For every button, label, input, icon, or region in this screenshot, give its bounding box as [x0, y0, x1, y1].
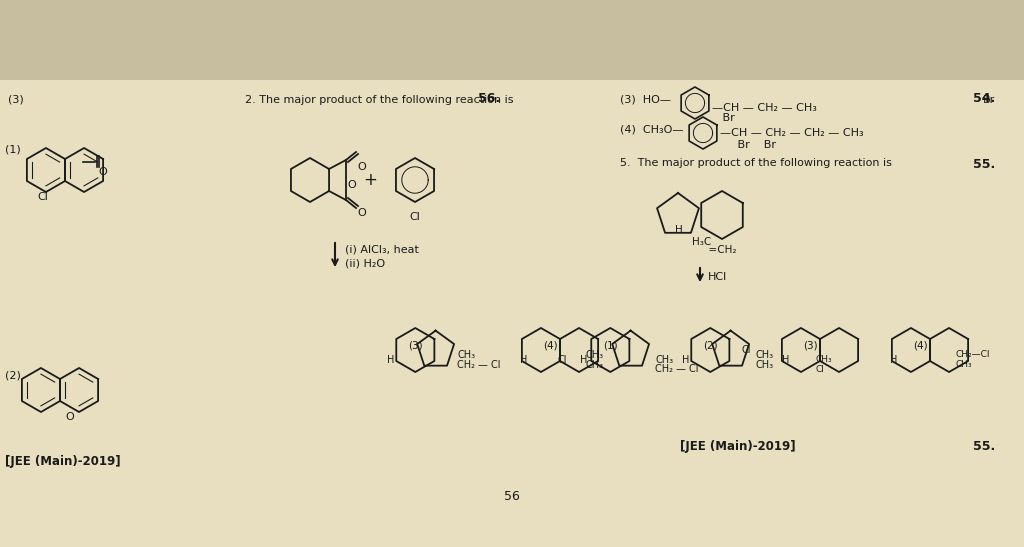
Text: CH₂—Cl: CH₂—Cl	[955, 350, 989, 359]
Text: HCl: HCl	[708, 272, 727, 282]
Text: [JEE (Main)-2019]: [JEE (Main)-2019]	[680, 440, 796, 453]
Text: (i) AlCl₃, heat: (i) AlCl₃, heat	[345, 245, 419, 255]
Text: (3)  HO—: (3) HO—	[620, 95, 671, 105]
Text: CH₃: CH₃	[755, 350, 773, 360]
Text: H: H	[520, 355, 527, 365]
Text: (4): (4)	[912, 340, 928, 350]
Text: 5.  The major product of the following reaction is: 5. The major product of the following re…	[620, 158, 892, 168]
Text: (4)  CH₃O—: (4) CH₃O—	[620, 125, 683, 135]
Text: H: H	[580, 355, 588, 365]
Text: CH₃: CH₃	[585, 350, 603, 360]
Text: 56: 56	[504, 490, 520, 503]
Text: CH₃: CH₃	[955, 360, 972, 369]
Text: —CH — CH₂ — CH₃: —CH — CH₂ — CH₃	[712, 103, 817, 113]
Text: Br    Br: Br Br	[720, 140, 776, 150]
Text: Cl: Cl	[37, 192, 48, 202]
Text: Cl: Cl	[742, 345, 752, 355]
Text: O: O	[65, 412, 74, 422]
Text: 55.: 55.	[973, 158, 995, 171]
Text: (3): (3)	[803, 340, 817, 350]
Text: CH₃
Cl: CH₃ Cl	[815, 355, 831, 374]
Text: CH₃: CH₃	[655, 355, 673, 365]
Text: CH₂ — Cl: CH₂ — Cl	[655, 364, 698, 374]
Text: (3): (3)	[408, 340, 422, 350]
Text: H: H	[675, 225, 683, 235]
Text: CH₃: CH₃	[585, 360, 603, 370]
Text: CH₂ — Cl: CH₂ — Cl	[457, 360, 501, 370]
Text: +: +	[364, 171, 377, 189]
Text: H: H	[387, 355, 394, 365]
Text: [JEE (Main)-2019]: [JEE (Main)-2019]	[5, 455, 121, 468]
Text: (1): (1)	[603, 340, 617, 350]
Text: Br: Br	[712, 113, 735, 123]
Text: H: H	[890, 355, 897, 365]
Text: —CH — CH₂ — CH₂ — CH₃: —CH — CH₂ — CH₂ — CH₃	[720, 128, 863, 138]
Text: 55.: 55.	[973, 440, 995, 453]
Text: H₃C: H₃C	[692, 237, 712, 247]
Text: (ii) H₂O: (ii) H₂O	[345, 258, 385, 268]
Text: CH₃: CH₃	[755, 360, 773, 370]
Text: (3): (3)	[8, 95, 24, 105]
Text: H: H	[682, 355, 689, 365]
Text: (1): (1)	[5, 145, 20, 155]
Text: 54.: 54.	[973, 92, 995, 105]
FancyBboxPatch shape	[0, 0, 1024, 80]
Text: 56.: 56.	[478, 92, 500, 105]
Text: O: O	[98, 167, 106, 177]
Text: O: O	[347, 180, 356, 190]
Text: (4): (4)	[543, 340, 557, 350]
Text: =CH₂: =CH₂	[702, 245, 736, 255]
Text: Br: Br	[983, 95, 995, 105]
Text: (2): (2)	[702, 340, 718, 350]
Text: 2. The major product of the following reaction is: 2. The major product of the following re…	[245, 95, 513, 105]
Text: Cl: Cl	[558, 355, 567, 365]
Text: H: H	[782, 355, 790, 365]
Text: CH₃: CH₃	[457, 350, 475, 360]
Text: (2): (2)	[5, 370, 20, 380]
Text: O: O	[357, 162, 366, 172]
Text: Cl: Cl	[410, 212, 421, 222]
Text: O: O	[357, 208, 366, 218]
